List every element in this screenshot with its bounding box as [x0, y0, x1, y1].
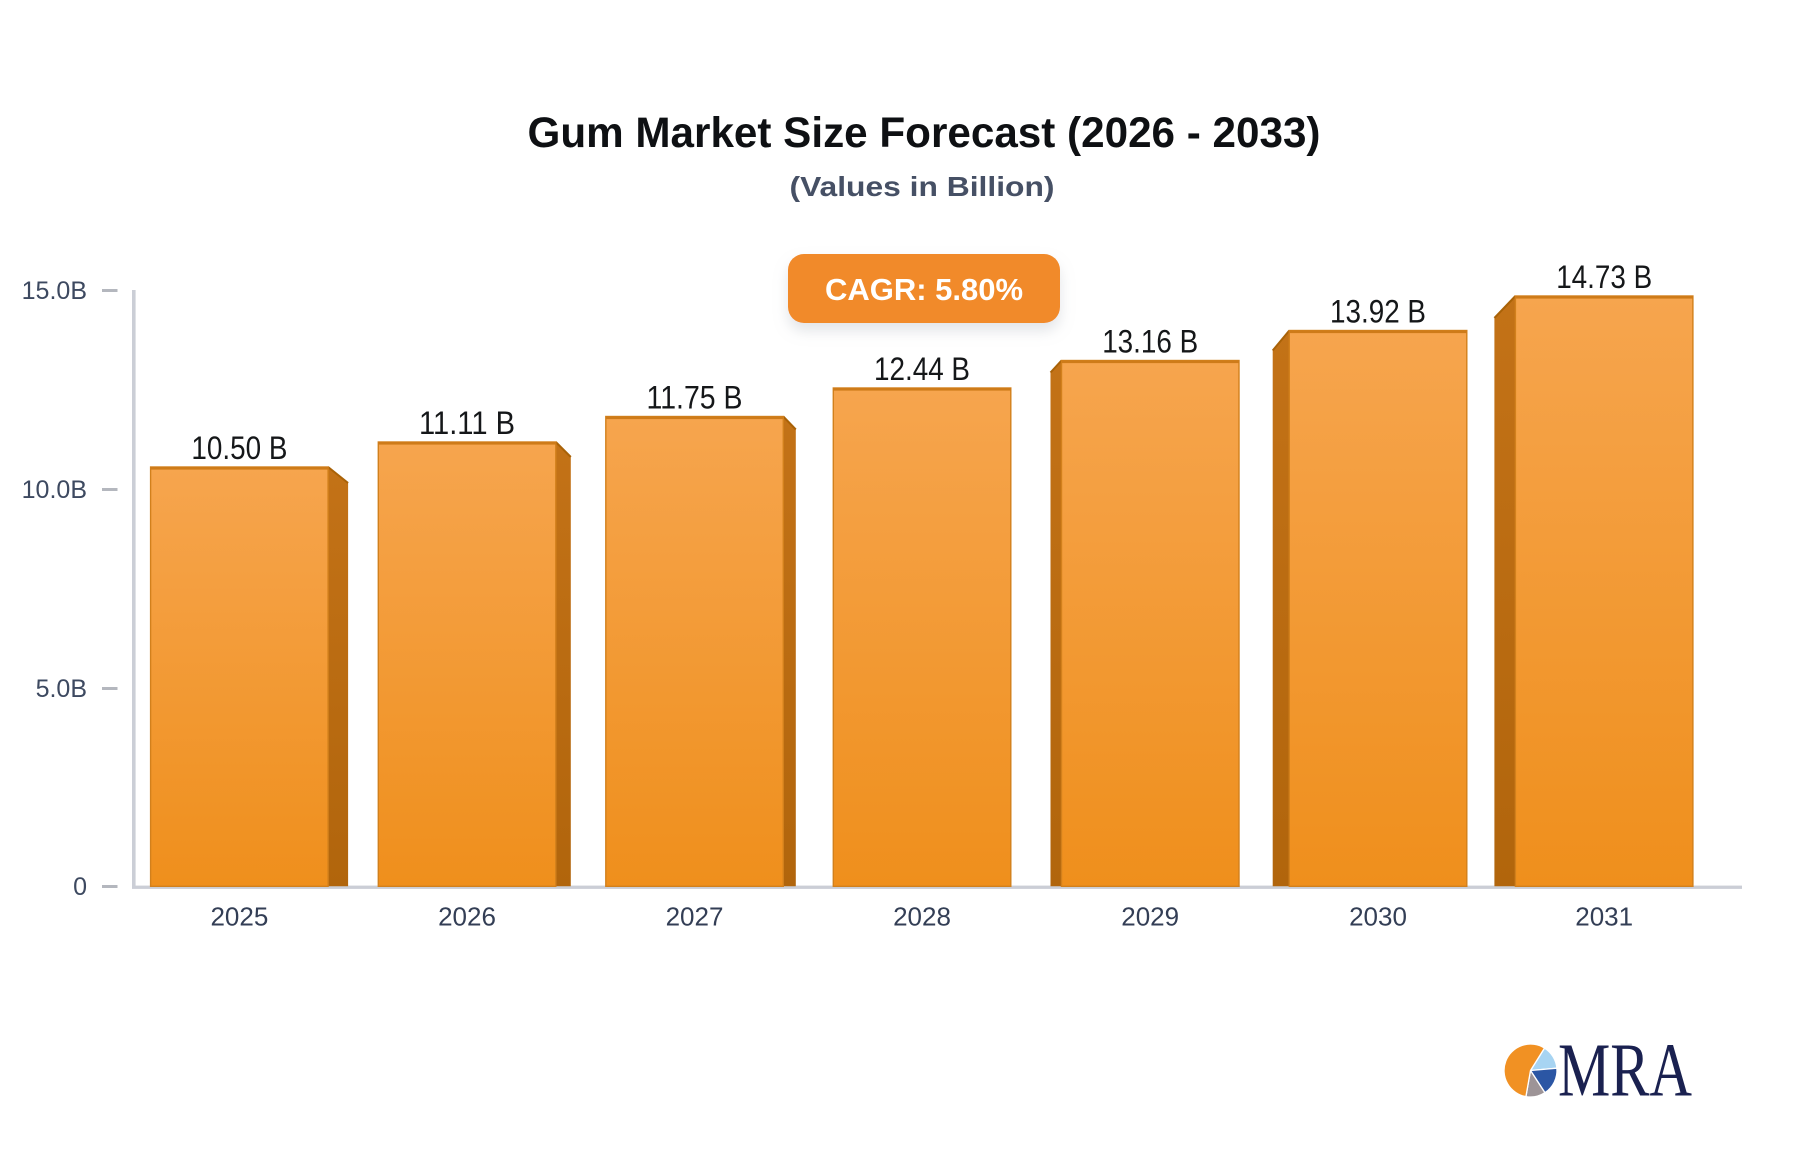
- svg-text:(Values in Billion): (Values in Billion): [790, 171, 1055, 202]
- svg-text:2030: 2030: [1349, 902, 1407, 932]
- svg-text:Gum Market Size Forecast (2026: Gum Market Size Forecast (2026 - 2033): [528, 109, 1321, 157]
- svg-text:2025: 2025: [210, 902, 268, 932]
- svg-text:2031: 2031: [1575, 902, 1633, 932]
- svg-text:CAGR: 5.80%: CAGR: 5.80%: [825, 272, 1023, 307]
- svg-text:5.0B: 5.0B: [36, 675, 87, 703]
- svg-text:2026: 2026: [438, 902, 496, 932]
- svg-text:10.0B: 10.0B: [22, 476, 87, 504]
- svg-text:14.73 B: 14.73 B: [1556, 259, 1652, 295]
- svg-text:MRA: MRA: [1558, 1029, 1692, 1113]
- svg-text:11.75 B: 11.75 B: [647, 380, 743, 416]
- svg-text:10.50 B: 10.50 B: [191, 430, 287, 466]
- svg-text:13.92 B: 13.92 B: [1330, 294, 1426, 330]
- svg-text:0: 0: [73, 873, 87, 901]
- svg-text:12.44 B: 12.44 B: [874, 351, 970, 387]
- svg-text:13.16 B: 13.16 B: [1102, 324, 1198, 360]
- svg-text:2028: 2028: [893, 902, 951, 932]
- svg-text:2029: 2029: [1121, 902, 1179, 932]
- svg-text:2027: 2027: [666, 902, 724, 932]
- svg-text:11.11 B: 11.11 B: [419, 405, 515, 441]
- svg-text:15.0B: 15.0B: [22, 277, 87, 305]
